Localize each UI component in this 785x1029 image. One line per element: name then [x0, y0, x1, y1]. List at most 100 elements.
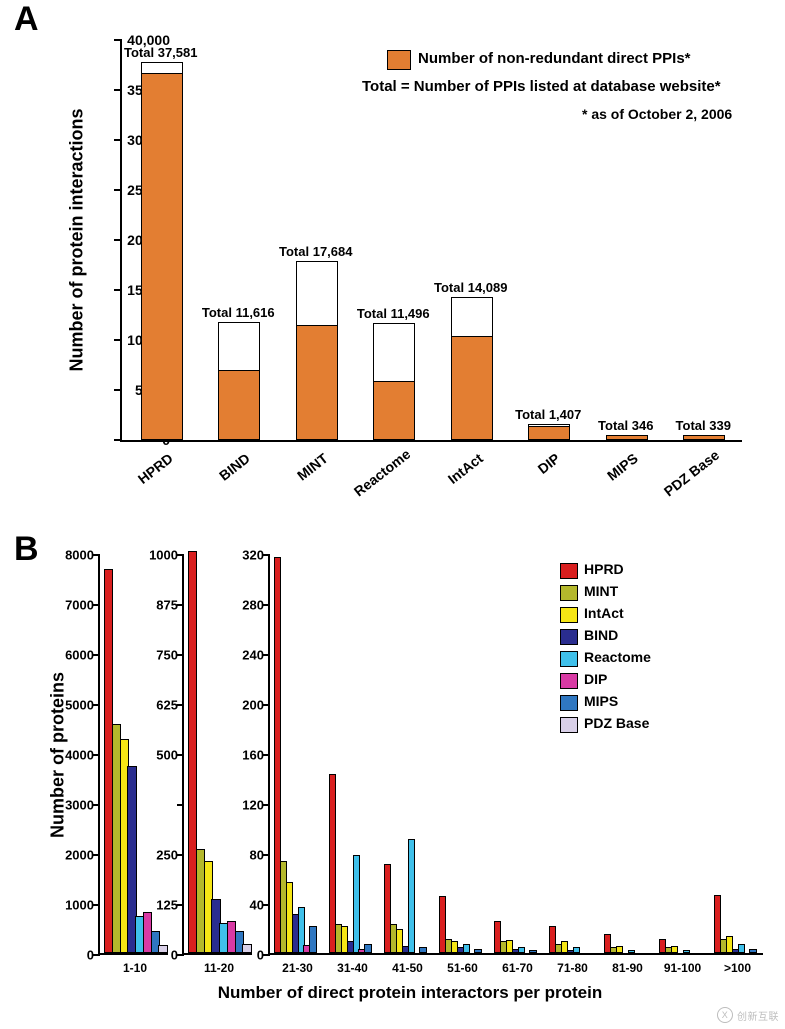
panel-B-category-label: 71-80	[557, 961, 588, 975]
panel-B-ytick-label: 40	[228, 898, 264, 913]
watermark: X 创新互联	[717, 1007, 779, 1023]
panel-A-bar-total-label: Total 1,407	[503, 407, 593, 422]
panel-B-bar	[671, 946, 678, 953]
panel-B-bar	[628, 950, 635, 953]
panel-A-bar-filled	[296, 325, 338, 440]
panel-B-ytick-label: 625	[142, 698, 178, 713]
panel-A-xtick-label: HPRD	[118, 450, 175, 500]
panel-B-category-label: 31-40	[337, 961, 368, 975]
panel-A-bar-total-label: Total 14,089	[426, 280, 516, 295]
panel-B-ytick-label: 320	[228, 548, 264, 563]
panel-B-bar	[529, 950, 536, 953]
panel-A: Number of protein interactions Number of…	[60, 15, 760, 475]
panel-B-ytick-label: 200	[228, 698, 264, 713]
panel-B-ytick-label: 4000	[58, 748, 94, 763]
panel-B-ytick-label: 250	[142, 848, 178, 863]
panel-label-A: A	[14, 0, 39, 39]
panel-B-ytick-label: 5000	[58, 698, 94, 713]
panel-B-ytick-label: 1000	[142, 548, 178, 563]
panel-A-bar-filled	[683, 435, 725, 440]
panel-B-ytick	[177, 804, 184, 806]
panel-B-category-label: 81-90	[612, 961, 643, 975]
panel-B-ytick	[177, 704, 184, 706]
panel-A-xtick-label: Reactome	[351, 450, 408, 500]
panel-A-bar-total-label: Total 37,581	[116, 45, 206, 60]
panel-B-ytick	[177, 854, 184, 856]
panel-B-subplot: 0408012016020024028032021-3031-4041-5051…	[268, 555, 763, 955]
panel-B-ytick	[263, 654, 270, 656]
panel-B-bar	[364, 944, 371, 954]
panel-B-category-label: 41-50	[392, 961, 423, 975]
panel-B-ytick	[177, 954, 184, 956]
panel-B-ytick-label: 2000	[58, 848, 94, 863]
panel-B-ytick-label: 875	[142, 598, 178, 613]
panel-B-category-label: 1-10	[123, 961, 147, 975]
panel-B-ytick	[93, 704, 100, 706]
panel-A-bar-filled	[606, 435, 648, 440]
panel-B-ytick-label: 80	[228, 848, 264, 863]
panel-B-ytick-label: 7000	[58, 598, 94, 613]
panel-A-bar-total-label: Total 11,616	[193, 305, 283, 320]
watermark-text: 创新互联	[737, 1008, 779, 1023]
panel-B-ytick	[263, 854, 270, 856]
panel-B-bar	[474, 949, 481, 954]
panel-B-ytick	[177, 654, 184, 656]
panel-B-bar	[683, 950, 690, 953]
panel-B-ytick	[93, 554, 100, 556]
panel-B-category-label: 61-70	[502, 961, 533, 975]
panel-B-ytick-label: 3000	[58, 798, 94, 813]
panel-A-bar-filled	[218, 370, 260, 440]
panel-B-ytick-label: 0	[142, 948, 178, 963]
panel-A-xtick-label: IntAct	[428, 450, 485, 500]
panel-B-ytick-label: 500	[142, 748, 178, 763]
panel-B-ytick-label: 125	[142, 898, 178, 913]
panel-B-ytick-label: 0	[58, 948, 94, 963]
panel-A-ylabel: Number of protein interactions	[67, 108, 88, 371]
panel-B-ytick	[263, 754, 270, 756]
panel-A-bar-total-label: Total 346	[581, 418, 671, 433]
panel-A-bar-total-label: Total 17,684	[271, 244, 361, 259]
figure-page: A B Number of protein interactions Numbe…	[0, 0, 785, 1029]
panel-B-ytick	[177, 554, 184, 556]
panel-B-ytick	[263, 554, 270, 556]
panel-A-plot: Number of protein interactions Number of…	[120, 40, 742, 442]
panel-B-bar	[738, 944, 745, 954]
panel-B-bar	[463, 944, 470, 954]
panel-B-bar	[616, 946, 623, 953]
panel-B-ytick	[93, 654, 100, 656]
panel-B-bar	[309, 926, 316, 953]
panel-B-ytick-label: 160	[228, 748, 264, 763]
panel-B-category-label: 91-100	[664, 961, 701, 975]
panel-B-category-label: 51-60	[447, 961, 478, 975]
panel-B-bar	[419, 947, 426, 953]
panel-A-xtick-label: DIP	[506, 450, 563, 500]
panel-B-ytick-label: 240	[228, 648, 264, 663]
panel-B-bar	[573, 947, 580, 953]
panel-A-legend-note: * as of October 2, 2006	[582, 106, 732, 122]
panel-B-ytick	[177, 754, 184, 756]
panel-B-ytick	[263, 704, 270, 706]
panel-B-category-label: 21-30	[282, 961, 313, 975]
panel-B-ytick-label: 1000	[58, 898, 94, 913]
panel-B-ytick	[93, 904, 100, 906]
panel-B-ytick	[177, 904, 184, 906]
panel-B-ytick	[93, 854, 100, 856]
panel-B-ytick	[263, 604, 270, 606]
panel-B-bar	[408, 839, 415, 954]
panel-A-bar-filled	[451, 336, 493, 440]
panel-A-xtick-label: MIPS	[583, 450, 640, 500]
panel-A-bar-filled	[141, 73, 183, 440]
panel-B-ytick-label: 6000	[58, 648, 94, 663]
panel-A-xtick-label: BIND	[196, 450, 253, 500]
panel-B-ytick	[263, 904, 270, 906]
panel-B-ytick	[93, 954, 100, 956]
panel-B-ytick	[263, 804, 270, 806]
panel-B-ytick-label: 750	[142, 648, 178, 663]
panel-A-bar-filled	[528, 426, 570, 440]
panel-B-ytick-label: 120	[228, 798, 264, 813]
panel-B-ytick-label: 0	[228, 948, 264, 963]
panel-B: Number of proteins Number of direct prot…	[50, 545, 770, 1005]
panel-B-ytick	[93, 804, 100, 806]
panel-B-category-label: >100	[724, 961, 751, 975]
panel-B-ytick-label: 280	[228, 598, 264, 613]
